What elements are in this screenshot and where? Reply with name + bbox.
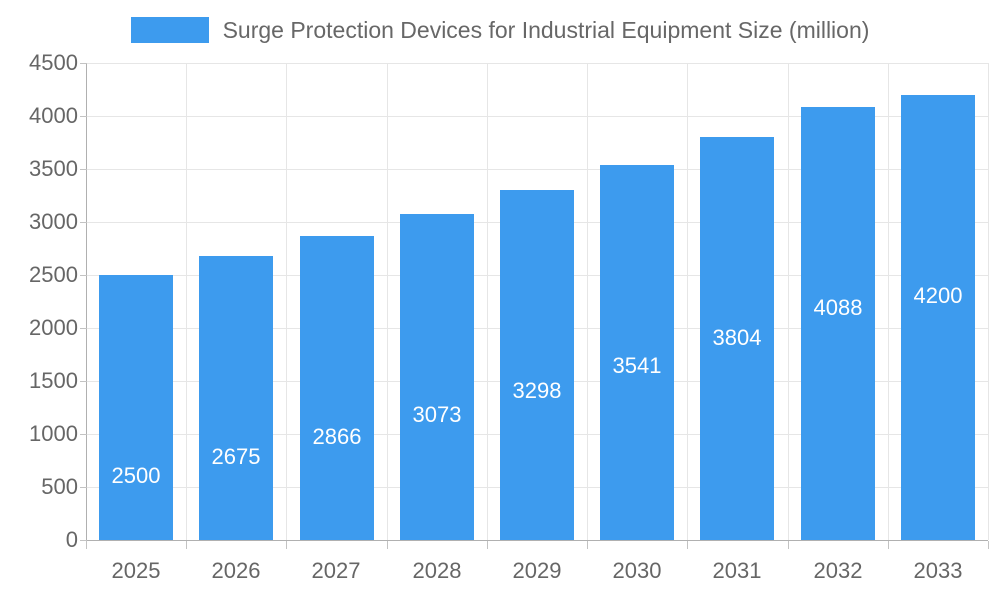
bar[interactable] <box>300 236 374 540</box>
y-axis-tick-label: 0 <box>65 527 78 552</box>
x-axis-tick-mark <box>487 541 488 549</box>
legend-item[interactable]: Surge Protection Devices for Industrial … <box>130 16 870 43</box>
x-axis-tick-mark <box>888 541 889 549</box>
x-axis-tick-label: 2026 <box>211 558 261 583</box>
gridline-vertical <box>387 63 388 540</box>
gridline-horizontal <box>86 63 988 64</box>
bar[interactable] <box>500 190 574 540</box>
bar-value-label: 3073 <box>412 402 462 427</box>
bar-value-label: 2866 <box>312 424 362 449</box>
gridline-vertical <box>988 63 989 540</box>
y-axis-tick-label: 4000 <box>29 103 78 128</box>
bar[interactable] <box>600 165 674 540</box>
gridline-horizontal <box>86 169 988 170</box>
y-axis-tick-label: 2000 <box>29 315 78 340</box>
y-axis-tick-label: 1500 <box>29 368 78 393</box>
x-axis-tick-mark <box>788 541 789 549</box>
chart-legend: Surge Protection Devices for Industrial … <box>0 12 1000 48</box>
x-axis-tick-label: 2028 <box>412 558 462 583</box>
x-axis-tick-mark <box>587 541 588 549</box>
bar[interactable] <box>901 95 975 540</box>
x-axis-tick-label: 2032 <box>813 558 863 583</box>
x-axis-tick-label: 2025 <box>111 558 161 583</box>
bar-value-label: 3541 <box>612 353 662 378</box>
bar-value-label: 4200 <box>913 283 963 308</box>
y-axis-tick-mark <box>80 169 87 170</box>
legend-label: Surge Protection Devices for Industrial … <box>222 16 870 43</box>
y-axis-tick-mark <box>80 328 87 329</box>
y-axis-tick-mark <box>80 381 87 382</box>
y-axis-tick-label: 2500 <box>29 262 78 287</box>
x-axis-tick-label: 2031 <box>712 558 762 583</box>
x-axis-tick-mark <box>286 541 287 549</box>
y-axis-tick-label: 1000 <box>29 421 78 446</box>
y-axis-line <box>86 63 87 540</box>
y-axis-tick-mark <box>80 63 87 64</box>
y-axis-tick-mark <box>80 275 87 276</box>
bar-value-label: 4088 <box>813 295 863 320</box>
y-axis-tick-label: 3500 <box>29 156 78 181</box>
x-axis-tick-mark <box>186 541 187 549</box>
bar-value-label: 2675 <box>211 444 261 469</box>
gridline-vertical <box>186 63 187 540</box>
bar[interactable] <box>801 107 875 540</box>
gridline-vertical <box>487 63 488 540</box>
plot-area: 2500 2675 2866 3073 3298 3541 3804 4088 4200 <box>86 63 989 541</box>
x-axis-tick-mark <box>86 541 87 549</box>
gridline-vertical <box>788 63 789 540</box>
x-axis-tick-mark <box>387 541 388 549</box>
y-axis-ticks: 0 500 1000 1500 2000 2500 3000 3500 4000 4500 <box>0 0 87 600</box>
gridline-vertical <box>587 63 588 540</box>
bar[interactable] <box>400 214 474 540</box>
gridline-vertical <box>687 63 688 540</box>
x-axis-tick-mark <box>988 541 989 549</box>
gridline-horizontal <box>86 116 988 117</box>
x-axis-line <box>86 540 988 541</box>
x-axis-tick-label: 2033 <box>913 558 963 583</box>
bar-value-label: 3804 <box>712 325 762 350</box>
y-axis-tick-mark <box>80 116 87 117</box>
bar[interactable] <box>99 275 173 540</box>
x-axis-tick-label: 2027 <box>311 558 361 583</box>
gridline-vertical <box>286 63 287 540</box>
y-axis-tick-label: 500 <box>41 474 78 499</box>
x-axis-tick-label: 2029 <box>512 558 562 583</box>
gridline-vertical <box>888 63 889 540</box>
y-axis-tick-label: 3000 <box>29 209 78 234</box>
legend-color-swatch <box>130 17 209 43</box>
y-axis-tick-mark <box>80 487 87 488</box>
y-axis-tick-mark <box>80 434 87 435</box>
y-axis-tick-mark <box>80 540 87 541</box>
x-axis-tick-label: 2030 <box>612 558 662 583</box>
x-axis-tick-mark <box>687 541 688 549</box>
bar-value-label: 2500 <box>111 463 161 488</box>
bar[interactable] <box>199 256 273 540</box>
bar[interactable] <box>700 137 774 540</box>
y-axis-tick-label: 4500 <box>29 50 78 75</box>
y-axis-tick-mark <box>80 222 87 223</box>
bar-value-label: 3298 <box>512 378 562 403</box>
